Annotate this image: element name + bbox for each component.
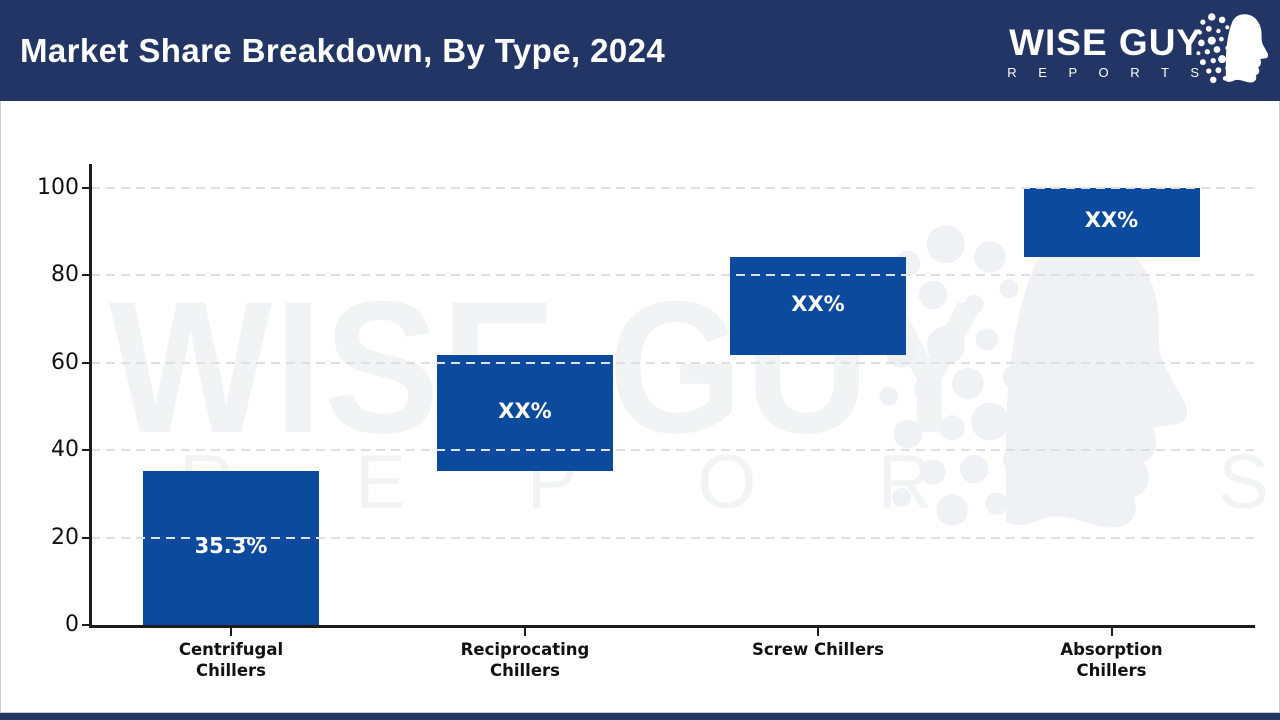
y-tick-label: 0: [65, 612, 79, 637]
x-tick-mark: [230, 627, 232, 636]
logo-head-icon: [1196, 13, 1268, 84]
y-tick-label: 60: [51, 349, 79, 375]
x-tick-mark: [524, 627, 526, 636]
gridline: [91, 449, 1254, 452]
logo-text: WISE GUY R E P O R T S: [1003, 22, 1208, 80]
bar-value-label: XX%: [791, 291, 845, 316]
x-category-label: Reciprocating Chillers: [460, 640, 590, 680]
bar-value-label: 35.3%: [194, 533, 268, 558]
gridline: [91, 274, 1254, 277]
y-axis-line: [89, 164, 92, 628]
gridline: [91, 361, 1254, 364]
x-category-label: Absorption Chillers: [1060, 640, 1163, 680]
y-tick-mark: [82, 361, 90, 364]
y-tick-label: 40: [51, 437, 79, 463]
x-tick-mark: [1110, 627, 1113, 636]
bar-value-label: XX%: [498, 398, 552, 423]
y-tick-label: 20: [51, 524, 79, 550]
footer-bar: [0, 712, 1280, 720]
x-category-label: Screw Chillers: [752, 640, 884, 659]
bar-value-label: XX%: [1084, 208, 1139, 233]
watermark-head-graphic: [879, 225, 1187, 528]
chart-title: Market Share Breakdown, By Type, 2024: [20, 31, 666, 69]
bar-screw-chillers: [730, 256, 906, 356]
bar-centrifugal-chillers: [143, 470, 319, 625]
chart-area: WISE GUY R E P O R T S 0 20 40 60 80 100 35.3%…: [0, 101, 1280, 713]
gridline: [91, 536, 1254, 539]
y-tick-label: 100: [37, 174, 79, 200]
y-tick-mark: [82, 274, 90, 277]
x-axis-line: [89, 625, 1255, 628]
header-bar: Market Share Breakdown, By Type, 2024 WI…: [0, 0, 1280, 101]
x-tick-mark: [817, 627, 819, 636]
logo-wordmark: WISE GUY: [1009, 22, 1203, 63]
y-tick-mark: [82, 449, 90, 452]
x-category-label: Centrifugal Chillers: [178, 640, 284, 680]
y-tick-mark: [82, 624, 90, 626]
y-tick-mark: [82, 186, 90, 189]
y-tick-mark: [82, 536, 90, 539]
y-tick-label: 80: [51, 262, 79, 288]
wiseguy-logo: WISE GUY R E P O R T S: [1003, 4, 1268, 98]
bar-reciprocating-chillers: [437, 355, 613, 471]
bar-absorption-chillers: [1023, 187, 1200, 257]
gridline: [91, 186, 1254, 189]
logo-subtext: R E P O R T S: [1007, 65, 1208, 80]
